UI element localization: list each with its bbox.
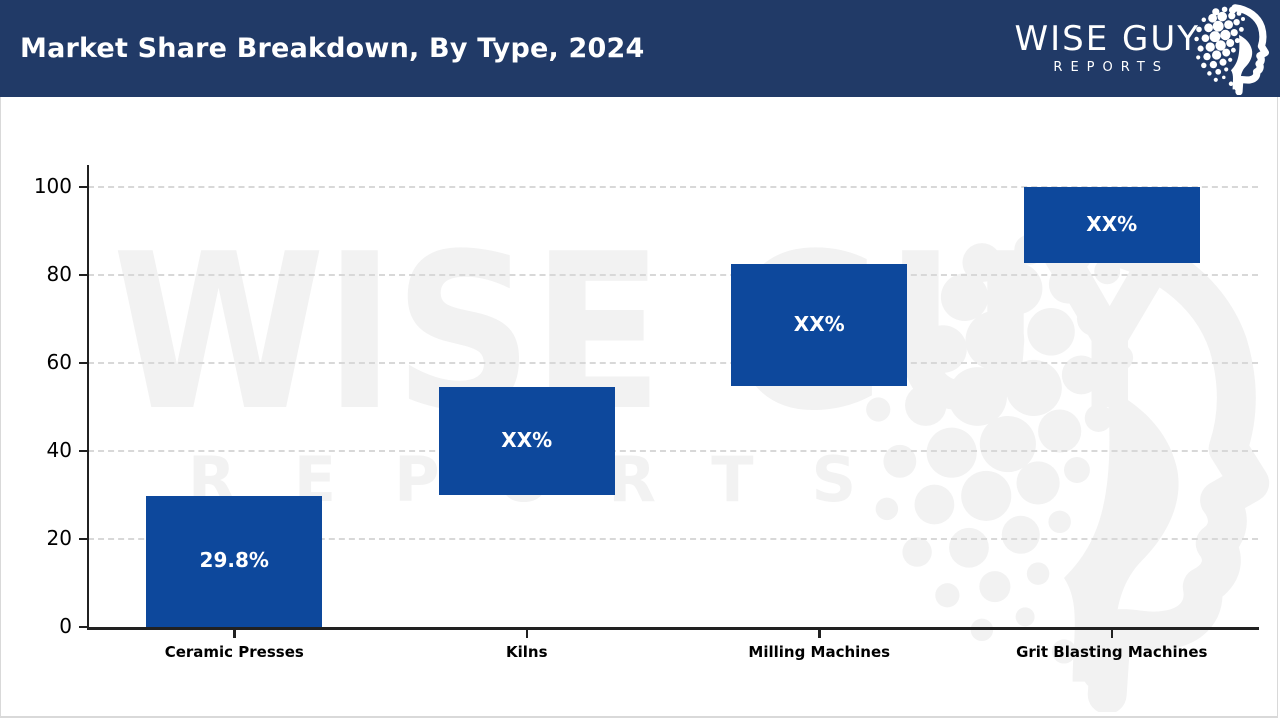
gridline-60 xyxy=(88,362,1258,364)
y-tickmark-40 xyxy=(79,449,88,453)
bar-value-label-kilns: XX% xyxy=(501,428,553,453)
y-tick-label-60: 60 xyxy=(46,350,72,374)
bar-value-label-grit-blasting-machines: XX% xyxy=(1086,211,1138,236)
y-tickmark-80 xyxy=(79,273,88,277)
y-tick-label-40: 40 xyxy=(46,438,72,462)
y-tick-label-0: 0 xyxy=(59,614,72,638)
x-category-label-grit-blasting-machines: Grit Blasting Machines xyxy=(1016,643,1208,661)
bar-value-label-milling-machines: XX% xyxy=(793,312,845,337)
watermark-wordmark: WISE GUY xyxy=(112,207,1180,458)
watermark-head-icon xyxy=(848,215,1280,712)
y-axis-spine xyxy=(86,165,90,630)
x-tickmark-ceramic-presses xyxy=(233,629,236,638)
report-header: Market Share Breakdown, By Type, 2024 WI… xyxy=(0,0,1280,97)
x-category-label-ceramic-presses: Ceramic Presses xyxy=(164,643,304,661)
gridline-100 xyxy=(88,186,1258,188)
x-tickmark-grit-blasting-machines xyxy=(1110,629,1113,638)
page-title: Market Share Breakdown, By Type, 2024 xyxy=(20,33,645,64)
y-tick-label-20: 20 xyxy=(46,526,72,550)
logo-subtitle: REPORTS xyxy=(1053,60,1170,75)
wise-guy-reports-logo: WISE GUY REPORTS xyxy=(1014,3,1280,95)
y-tick-label-80: 80 xyxy=(46,262,72,286)
y-tickmark-100 xyxy=(79,185,88,189)
bar-value-label-ceramic-presses: 29.8% xyxy=(199,548,269,573)
x-category-label-kilns: Kilns xyxy=(505,643,548,661)
y-tickmark-60 xyxy=(79,361,88,365)
x-tickmark-kilns xyxy=(525,629,528,638)
gridline-20 xyxy=(88,538,1258,540)
logo-text: WISE GUY REPORTS xyxy=(1014,22,1200,75)
gridline-80 xyxy=(88,274,1258,276)
x-axis-spine xyxy=(86,627,1260,630)
y-tick-label-100: 100 xyxy=(33,174,72,198)
bar-ceramic-presses xyxy=(146,495,323,627)
logo-wordmark: WISE GUY xyxy=(1014,19,1200,59)
bar-kilns xyxy=(438,387,615,495)
gridline-40 xyxy=(88,450,1258,452)
y-tickmark-0 xyxy=(79,625,88,629)
dotted-head-logo-icon xyxy=(1190,3,1272,95)
waterfall-chart: WISE GUY REPORTS 02040608010029.8%Cerami… xyxy=(0,97,1280,720)
x-tickmark-milling-machines xyxy=(818,629,821,638)
x-category-label-milling-machines: Milling Machines xyxy=(748,643,891,661)
y-tickmark-20 xyxy=(79,537,88,541)
